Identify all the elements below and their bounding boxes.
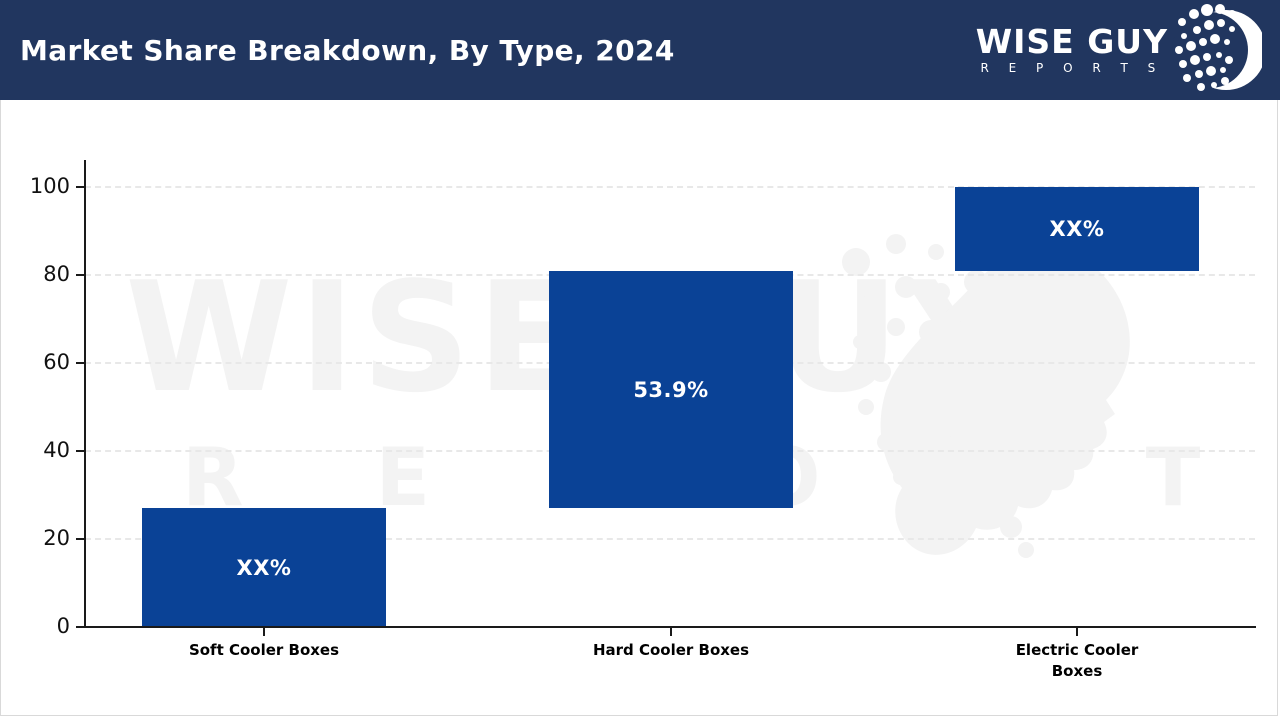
y-tick-mark	[76, 362, 84, 364]
x-axis-label-hard-cooler-boxes: Hard Cooler Boxes	[592, 641, 750, 659]
bar-hard-cooler-boxes: 53.9%	[549, 271, 793, 509]
x-axis-line	[84, 626, 1256, 628]
x-axis-label-electric-cooler-boxes: Electric Cooler Boxes	[1015, 641, 1139, 680]
y-tick-label: 60	[43, 350, 70, 374]
gridline	[85, 538, 1255, 540]
y-tick-mark	[76, 186, 84, 188]
logo-subtext: R E P O R T S	[980, 61, 1164, 75]
x-tick-mark	[1076, 628, 1078, 636]
y-tick-label: 100	[29, 174, 70, 198]
gridline	[85, 186, 1255, 188]
y-axis-line	[84, 160, 86, 628]
y-tick-mark	[76, 626, 84, 628]
x-tick-mark	[670, 628, 672, 636]
wiseguy-face-icon	[1172, 4, 1262, 91]
bar-electric-cooler-boxes: XX%	[955, 187, 1199, 272]
page-title: Market Share Breakdown, By Type, 2024	[20, 33, 675, 67]
bar-soft-cooler-boxes: XX%	[142, 508, 386, 627]
header: Market Share Breakdown, By Type, 2024 WI…	[0, 0, 1280, 100]
x-tick-mark	[263, 628, 265, 636]
wiseguy-logo: WISE GUY R E P O R T S	[976, 2, 1262, 98]
bar-value-label: XX%	[1049, 217, 1105, 242]
y-tick-mark	[76, 274, 84, 276]
x-axis-label-soft-cooler-boxes: Soft Cooler Boxes	[188, 641, 340, 659]
bar-value-label: 53.9%	[633, 377, 709, 402]
bar-value-label: XX%	[236, 555, 292, 580]
y-tick-mark	[76, 450, 84, 452]
y-tick-label: 0	[56, 614, 70, 638]
y-tick-label: 20	[43, 526, 70, 550]
y-tick-mark	[76, 538, 84, 540]
y-tick-label: 40	[43, 438, 70, 462]
y-tick-label: 80	[43, 262, 70, 286]
watermark-face-icon	[842, 234, 1130, 558]
logo-wordmark: WISE GUY	[975, 22, 1168, 61]
